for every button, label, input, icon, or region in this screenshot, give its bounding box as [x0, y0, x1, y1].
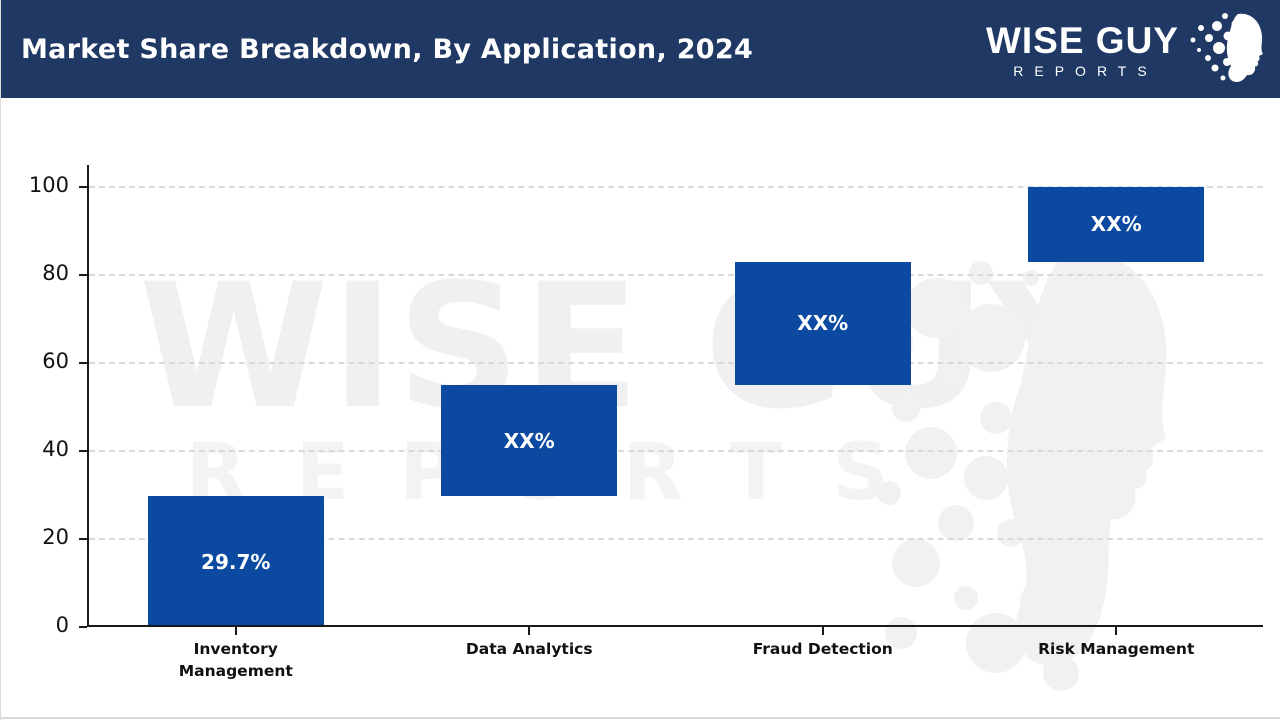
chart-canvas: WISE GUY REPORTS 29.7%XX%XX%XX% 02040608…: [1, 98, 1280, 720]
y-tick-40: [79, 450, 87, 452]
gridline-20: [89, 538, 1263, 540]
bar-value-label: XX%: [503, 428, 555, 453]
y-tick-label: 20: [42, 525, 69, 549]
x-tick: [821, 627, 824, 635]
bar-data-analytics: [441, 385, 618, 497]
x-tick: [1115, 627, 1118, 635]
x-tick: [234, 627, 237, 635]
x-tick: [528, 627, 531, 635]
y-tick-80: [79, 274, 87, 276]
y-tick-label: 100: [28, 173, 69, 197]
page-title: Market Share Breakdown, By Application, …: [21, 33, 754, 65]
brand-subname: REPORTS: [1013, 62, 1158, 79]
y-tick-60: [79, 362, 87, 364]
bar-inventory-management: [147, 496, 324, 627]
bar-value-label: 29.7%: [201, 549, 271, 574]
x-category-label: Data Analytics: [465, 640, 593, 658]
bar-risk-management: [1028, 187, 1205, 262]
x-category-label: Inventory Management: [178, 640, 293, 680]
y-tick-0: [79, 626, 87, 628]
brand-face-icon: [1190, 13, 1263, 83]
x-axis-line: [87, 625, 1263, 627]
gridline-80: [89, 274, 1263, 276]
brand-logo: WISE GUY REPORTS: [986, 6, 1267, 92]
brand-logo-text: WISE GUY REPORTS: [986, 20, 1179, 79]
bar-value-label: XX%: [797, 311, 849, 336]
y-tick-label: 40: [42, 437, 69, 461]
brand-name: WISE GUY: [985, 19, 1179, 61]
y-tick-label: 60: [42, 349, 69, 373]
bottom-hairline: [1, 717, 1280, 719]
watermark-text: WISE GUY: [139, 246, 1116, 447]
header-band: Market Share Breakdown, By Application, …: [1, 0, 1280, 98]
gridline-60: [89, 362, 1263, 364]
x-category-label: Fraud Detection: [752, 640, 893, 658]
plot-area: 29.7% XX% XX% XX%: [89, 186, 1263, 627]
y-tick-100: [79, 186, 87, 188]
gridline-100: [89, 186, 1263, 188]
bar-value-label: XX%: [1090, 212, 1142, 237]
y-tick-20: [79, 538, 87, 540]
y-axis-line: [87, 165, 89, 627]
watermark-face-icon: [869, 251, 1167, 691]
x-category-label: Risk Management: [1038, 640, 1195, 658]
y-tick-label: 80: [42, 261, 69, 285]
gridline-40: [89, 450, 1263, 452]
bar-fraud-detection: [734, 261, 911, 385]
y-tick-label: 0: [55, 613, 69, 637]
